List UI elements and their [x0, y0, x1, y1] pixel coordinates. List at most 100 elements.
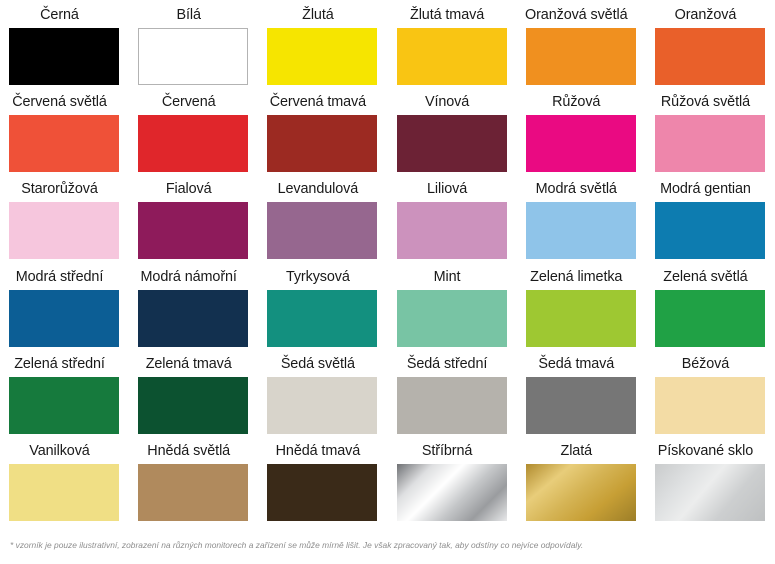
swatch-color-chip[interactable] — [267, 463, 378, 521]
swatch-cell[interactable]: Růžová světlá — [646, 91, 775, 178]
swatch-color-chip[interactable] — [138, 115, 249, 173]
swatch-cell[interactable]: Zelená světlá — [646, 266, 775, 353]
swatch-cell[interactable]: Fialová — [129, 178, 258, 265]
swatch-label: Bílá — [176, 7, 201, 23]
swatch-cell[interactable]: Starorůžová — [0, 178, 129, 265]
swatch-cell[interactable]: Vínová — [388, 91, 517, 178]
swatch-color-chip[interactable] — [654, 28, 765, 85]
color-swatch-grid: Černá Bílá Žlutá Žlutá tmavá Oranžová světlá… — [0, 4, 775, 527]
swatch-cell[interactable]: Pískované sklo — [646, 440, 775, 527]
swatch-cell[interactable]: Oranžová světlá — [517, 4, 646, 91]
swatch-cell[interactable]: Stříbrná — [388, 440, 517, 527]
swatch-color-chip[interactable] — [9, 463, 119, 521]
swatch-cell[interactable]: Vanilková — [0, 440, 129, 527]
swatch-label: Fialová — [165, 181, 212, 198]
swatch-cell[interactable]: Šedá tmavá — [517, 353, 646, 440]
swatch-label: Stříbrná — [421, 442, 473, 459]
swatch-label: Oranžová — [674, 7, 737, 23]
swatch-color-chip[interactable] — [525, 28, 636, 85]
swatch-cell[interactable]: Růžová — [517, 91, 646, 178]
swatch-color-chip[interactable] — [396, 289, 507, 347]
swatch-color-chip[interactable] — [654, 115, 765, 173]
swatch-label: Modrá světlá — [535, 181, 617, 198]
swatch-cell[interactable]: Zlatá — [517, 440, 646, 527]
swatch-color-chip[interactable] — [9, 115, 119, 173]
swatch-color-chip[interactable] — [138, 28, 249, 85]
swatch-color-chip[interactable] — [654, 289, 765, 347]
swatch-label: Růžová — [552, 94, 601, 111]
swatch-cell[interactable]: Červená — [129, 91, 258, 178]
swatch-label: Zelená tmavá — [145, 355, 232, 372]
swatch-label: Béžová — [681, 355, 730, 372]
swatch-cell[interactable]: Tyrkysová — [258, 266, 387, 353]
swatch-cell[interactable]: Černá — [0, 4, 129, 91]
swatch-label: Zlatá — [560, 442, 593, 459]
swatch-cell[interactable]: Zelená limetka — [517, 266, 646, 353]
swatch-cell[interactable]: Liliová — [388, 178, 517, 265]
swatch-color-chip[interactable] — [138, 289, 249, 347]
swatch-color-chip[interactable] — [654, 202, 765, 260]
swatch-cell[interactable]: Zelená tmavá — [129, 353, 258, 440]
swatch-label: Šedá tmavá — [538, 355, 615, 372]
swatch-color-chip[interactable] — [267, 28, 378, 85]
swatch-cell[interactable]: Hnědá světlá — [129, 440, 258, 527]
swatch-label: Hnědá světlá — [147, 442, 231, 459]
swatch-label: Vanilková — [29, 442, 90, 459]
swatch-cell[interactable]: Mint — [388, 266, 517, 353]
swatch-cell[interactable]: Modrá světlá — [517, 178, 646, 265]
swatch-cell[interactable]: Modrá střední — [0, 266, 129, 353]
swatch-label: Tyrkysová — [285, 268, 350, 285]
swatch-cell[interactable]: Žlutá — [258, 4, 387, 91]
swatch-label: Hnědá tmavá — [275, 442, 361, 459]
swatch-cell[interactable]: Žlutá tmavá — [388, 4, 517, 91]
swatch-label: Žlutá tmavá — [410, 7, 485, 23]
swatch-color-chip[interactable] — [267, 289, 378, 347]
swatch-cell[interactable]: Zelená střední — [0, 353, 129, 440]
swatch-label: Šedá světlá — [280, 355, 355, 372]
swatch-color-chip[interactable] — [525, 289, 636, 347]
swatch-label: Pískované sklo — [657, 442, 754, 459]
swatch-label: Oranžová světlá — [525, 7, 628, 23]
swatch-cell[interactable]: Bílá — [129, 4, 258, 91]
swatch-color-chip[interactable] — [396, 115, 507, 173]
swatch-color-chip[interactable] — [525, 202, 636, 260]
swatch-cell[interactable]: Červená tmavá — [258, 91, 387, 178]
swatch-cell[interactable]: Modrá gentian — [646, 178, 775, 265]
swatch-cell[interactable]: Oranžová — [646, 4, 775, 91]
swatch-color-chip[interactable] — [267, 115, 378, 173]
swatch-label: Levandulová — [277, 181, 359, 198]
swatch-color-chip[interactable] — [267, 376, 378, 434]
swatch-label: Starorůžová — [21, 181, 98, 198]
swatch-color-chip[interactable] — [138, 463, 249, 521]
swatch-color-chip[interactable] — [9, 289, 119, 347]
swatch-cell[interactable]: Hnědá tmavá — [258, 440, 387, 527]
swatch-label: Žlutá — [302, 7, 334, 23]
swatch-color-chip[interactable] — [525, 115, 636, 173]
swatch-cell[interactable]: Béžová — [646, 353, 775, 440]
swatch-color-chip[interactable] — [525, 376, 636, 434]
swatch-color-chip[interactable] — [396, 202, 507, 260]
swatch-color-chip[interactable] — [9, 202, 119, 260]
swatch-color-chip[interactable] — [138, 202, 249, 260]
swatch-label: Modrá gentian — [660, 181, 751, 198]
swatch-color-chip[interactable] — [396, 28, 507, 85]
swatch-color-chip[interactable] — [267, 202, 378, 260]
swatch-cell[interactable]: Šedá střední — [388, 353, 517, 440]
swatch-label: Červená tmavá — [269, 94, 367, 111]
swatch-color-chip[interactable] — [525, 463, 636, 521]
swatch-label: Šedá střední — [406, 355, 488, 372]
swatch-cell[interactable]: Šedá světlá — [258, 353, 387, 440]
swatch-color-chip[interactable] — [138, 376, 249, 434]
swatch-cell[interactable]: Modrá námořní — [129, 266, 258, 353]
swatch-label: Červená — [161, 94, 216, 111]
swatch-cell[interactable]: Červená světlá — [0, 91, 129, 178]
swatch-label: Modrá námořní — [140, 268, 237, 285]
swatch-color-chip[interactable] — [654, 376, 765, 434]
illustrative-disclaimer-footnote: * vzorník je pouze ilustrativní, zobraze… — [10, 540, 584, 550]
swatch-color-chip[interactable] — [396, 463, 507, 521]
swatch-color-chip[interactable] — [654, 463, 765, 521]
swatch-color-chip[interactable] — [9, 28, 119, 85]
swatch-cell[interactable]: Levandulová — [258, 178, 387, 265]
swatch-color-chip[interactable] — [9, 376, 119, 434]
swatch-color-chip[interactable] — [396, 376, 507, 434]
